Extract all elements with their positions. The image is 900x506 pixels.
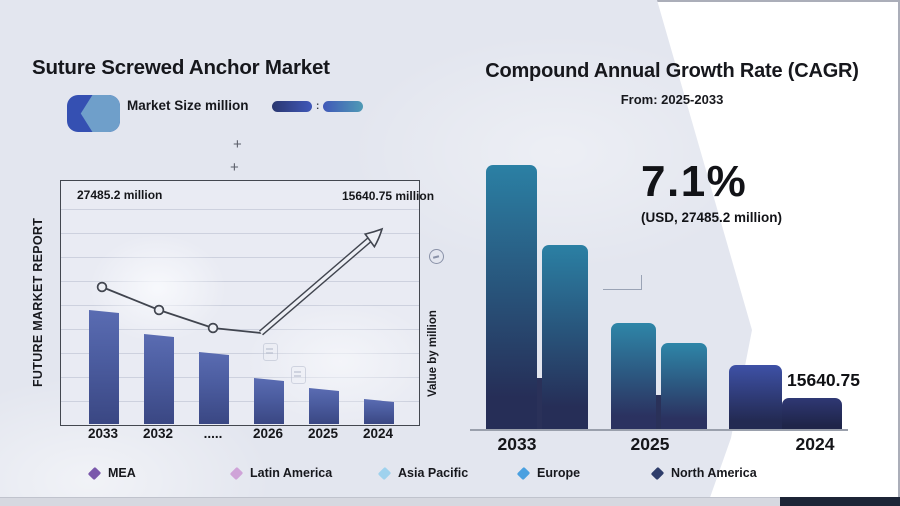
cagr-bar-2033-2 bbox=[542, 245, 588, 429]
x-axis-label: 2025 bbox=[630, 434, 670, 454]
x-axis-label: 2033 bbox=[87, 426, 119, 441]
cagr-title: Compound Annual Growth Rate (CAGR) bbox=[485, 60, 859, 82]
watermark-vertical-label: FUTURE MARKET REPORT bbox=[31, 217, 45, 387]
pill-navy-blue bbox=[272, 101, 312, 112]
legend-diamond-icon bbox=[229, 466, 244, 480]
page-title: Suture Screwed Anchor Market bbox=[32, 56, 330, 79]
cagr-bar-2033-1 bbox=[486, 165, 537, 429]
clipboard-ghost-icon bbox=[263, 343, 278, 361]
bar-merge-fill bbox=[656, 395, 661, 429]
cagr-usd-note: (USD, 27485.2 million) bbox=[641, 210, 783, 225]
pill-blue-teal bbox=[323, 101, 364, 112]
x-axis-label: 2024 bbox=[362, 426, 394, 441]
bottom-strip-light bbox=[0, 497, 780, 506]
market-size-bar-2025 bbox=[309, 388, 339, 424]
plus-decoration: + bbox=[233, 136, 242, 153]
market-size-bar- bbox=[199, 352, 229, 424]
legend-label: Europe bbox=[537, 466, 581, 480]
cagr-bar-2025-1 bbox=[611, 323, 656, 429]
legend-item-north-america: North America bbox=[650, 466, 757, 480]
legend-item-asia-pacific: Asia Pacific bbox=[377, 466, 469, 480]
market-size-icon-cap bbox=[80, 95, 120, 132]
market-size-legend-label: Market Size million bbox=[127, 98, 249, 113]
x-axis-label: 2025 bbox=[307, 426, 339, 441]
start-value-label: 27485.2 million bbox=[77, 188, 163, 202]
x-axis-label: 2024 bbox=[795, 434, 835, 454]
legend-item-europe: Europe bbox=[516, 466, 581, 480]
x-axis-label: 2033 bbox=[497, 434, 537, 454]
market-size-bar-2032 bbox=[144, 334, 174, 424]
bottom-strip-dark bbox=[780, 497, 900, 506]
y-axis-label: Value by million bbox=[427, 310, 439, 398]
market-size-bar-2026 bbox=[254, 378, 284, 424]
plus-decoration: + bbox=[230, 159, 239, 176]
cagr-bar-2024-2 bbox=[782, 398, 842, 429]
end-value-label: 15640.75 million bbox=[342, 189, 435, 203]
legend-label: Asia Pacific bbox=[398, 466, 469, 480]
market-size-chart: 27485.2 million 15640.75 million bbox=[60, 180, 434, 426]
x-axis-label: 2026 bbox=[252, 426, 284, 441]
x-axis-label: 2032 bbox=[142, 426, 174, 441]
legend-diamond-icon bbox=[516, 466, 531, 480]
legend-label: North America bbox=[671, 466, 757, 480]
region-legend: MEA Latin America Asia Pacific Europe North … bbox=[0, 462, 900, 484]
legend-label: Latin America bbox=[250, 466, 333, 480]
cagr-bar-2025-2 bbox=[661, 343, 707, 429]
legend-diamond-icon bbox=[650, 466, 665, 480]
market-size-bar-2033 bbox=[89, 310, 119, 424]
legend-diamond-icon bbox=[377, 466, 392, 480]
cagr-x-axis-line bbox=[470, 429, 848, 431]
market-size-bar-2024 bbox=[364, 399, 394, 424]
legend-item-latin-america: Latin America bbox=[229, 466, 333, 480]
pill-colon: : bbox=[316, 101, 320, 112]
market-size-x-axis: 2033 2032..... 2026 2025 2024 bbox=[60, 426, 418, 444]
legend-diamond-icon bbox=[87, 466, 102, 480]
circled-minus-icon bbox=[429, 249, 444, 264]
x-axis-label: ..... bbox=[203, 426, 223, 441]
market-size-icon bbox=[67, 95, 120, 132]
cagr-subtitle: From: 2025-2033 bbox=[620, 92, 724, 107]
cagr-percentage: 7.1% bbox=[641, 157, 748, 206]
legend-pills: : bbox=[272, 101, 364, 112]
cagr-bar-2024-1 bbox=[729, 365, 782, 429]
legend-label: MEA bbox=[108, 466, 136, 480]
legend-item-mea: MEA bbox=[87, 466, 136, 480]
clipboard-ghost-icon bbox=[291, 366, 306, 384]
bar-merge-fill bbox=[537, 378, 542, 429]
cagr-chart: 2033 2025 2024 15640.75 bbox=[470, 150, 860, 454]
value-callout: 15640.75 bbox=[787, 370, 860, 390]
step-line-decoration bbox=[603, 275, 642, 290]
